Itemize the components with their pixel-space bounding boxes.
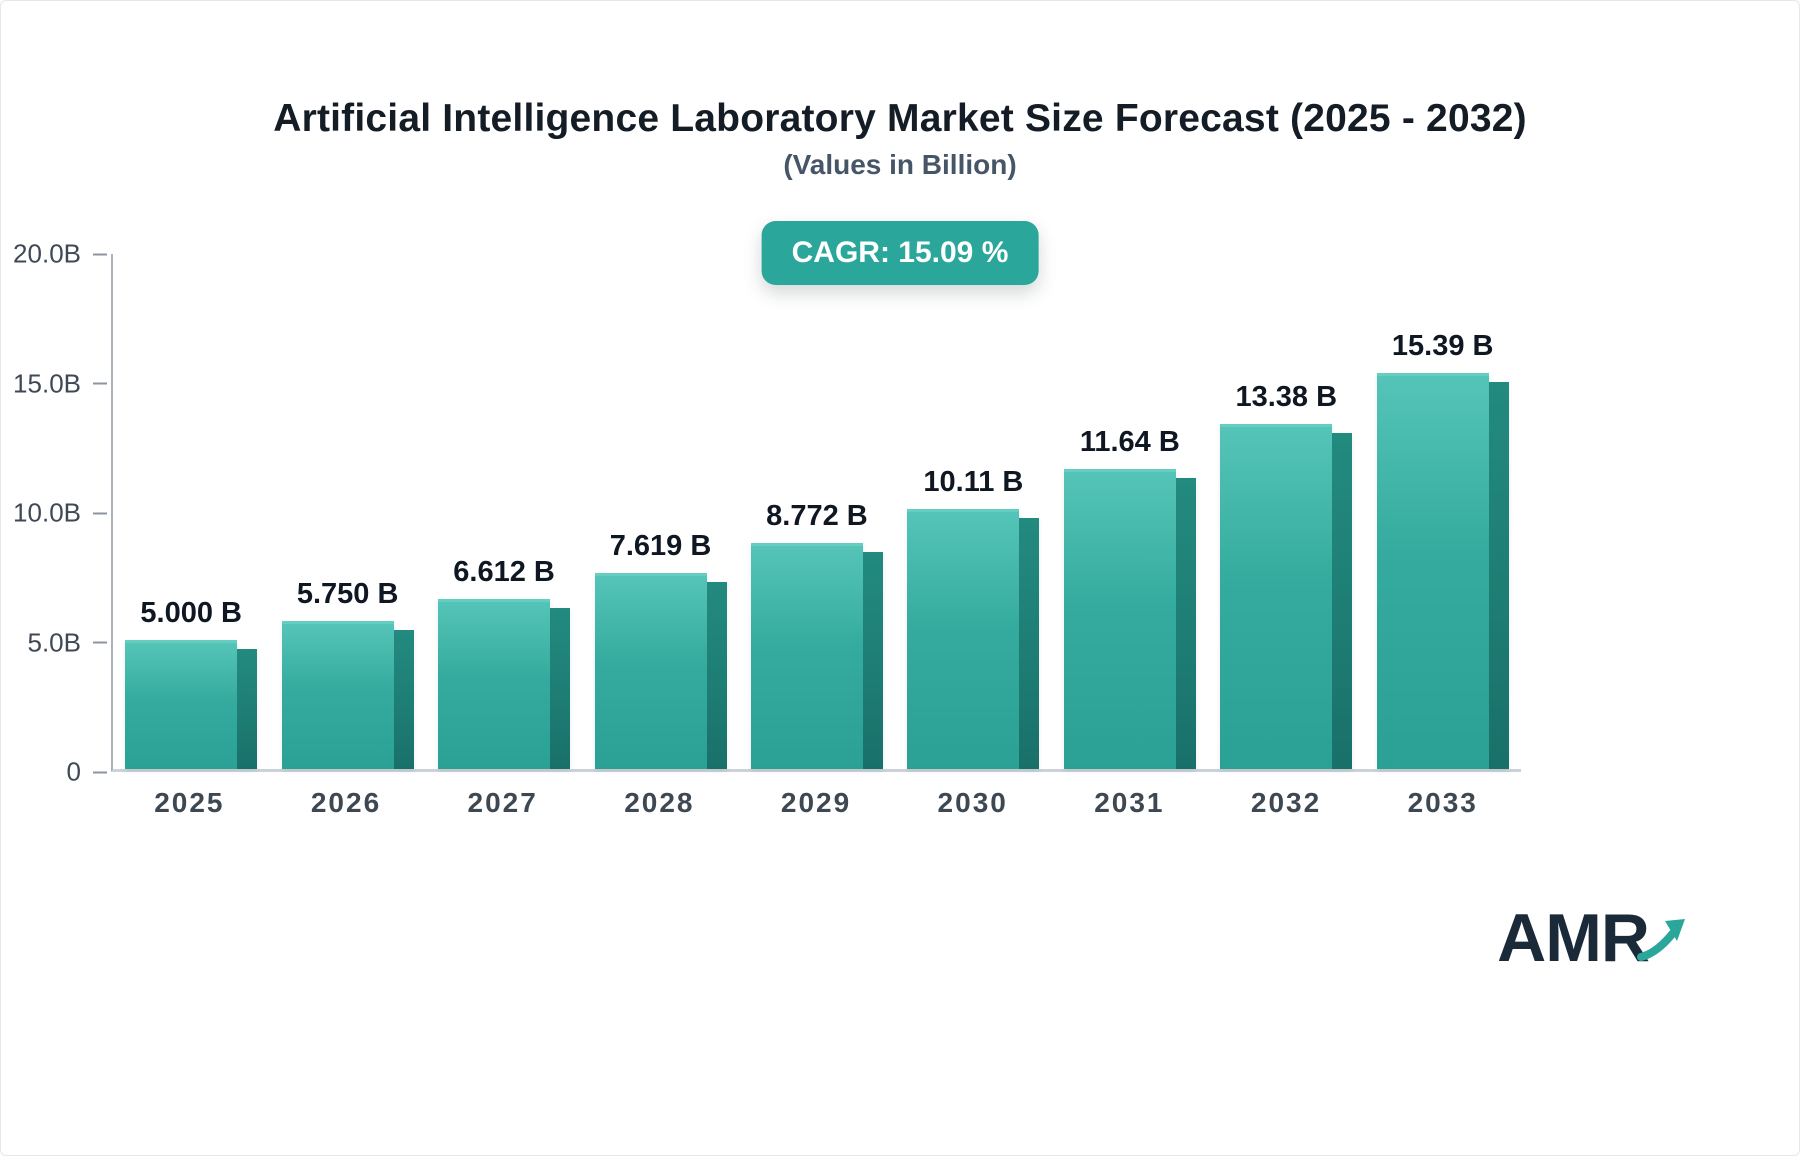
bar-side-shade <box>1175 478 1196 769</box>
bar-group: 10.11 B <box>895 254 1051 769</box>
bar-side-shade <box>1488 381 1509 769</box>
y-tick-label: 5.0B <box>27 627 82 657</box>
bar-side-shade <box>1332 433 1353 769</box>
y-tick-label: 10.0B <box>13 497 81 528</box>
bar-face <box>1063 469 1176 769</box>
y-tick: 0 <box>67 757 113 788</box>
cagr-badge: CAGR: 15.09 % <box>761 221 1039 285</box>
bar-face <box>594 572 707 769</box>
bar <box>281 620 414 769</box>
bar-value-label: 10.11 B <box>923 465 1024 498</box>
bar-side-shade <box>393 629 414 769</box>
bar-group: 5.750 B <box>269 254 425 769</box>
bar-group: 13.38 B <box>1208 254 1364 769</box>
bar <box>1063 469 1196 769</box>
amr-logo-arrow-icon <box>1637 919 1685 961</box>
y-tick-label: 20.0B <box>13 238 81 269</box>
bar <box>1220 424 1353 769</box>
bar-face <box>1376 372 1489 769</box>
bar-group: 5.000 B <box>113 254 269 769</box>
chart-title: Artificial Intelligence Laboratory Marke… <box>273 97 1527 140</box>
y-tick: 20.0B <box>13 239 113 270</box>
bar-face <box>750 543 863 769</box>
bar-face <box>907 508 1020 769</box>
bar-side-shade <box>550 607 571 769</box>
bar-value-label: 5.750 B <box>296 577 399 610</box>
y-tick-mark <box>93 641 107 644</box>
x-axis-label: 2033 <box>1407 787 1478 818</box>
x-axis-label: 2029 <box>780 787 852 818</box>
bars-container: 5.000 B 5.750 B 6.612 B 7.619 B 8.772 B 10.11… <box>113 254 1521 769</box>
bar <box>907 508 1040 769</box>
amr-logo: AMR <box>1497 899 1691 977</box>
bar-face <box>1220 424 1333 769</box>
y-tick-mark <box>93 253 107 255</box>
y-tick: 15.0B <box>13 368 113 399</box>
x-axis-label: 2028 <box>624 787 695 818</box>
bar-chart: 5.000 B 5.750 B 6.612 B 7.619 B 8.772 B 10.11… <box>1 239 1799 874</box>
bar-group: 7.619 B <box>582 254 738 769</box>
bar-value-label: 8.772 B <box>766 500 868 533</box>
y-tick: 5.0B <box>28 627 114 658</box>
bar-value-label: 15.39 B <box>1391 329 1494 362</box>
x-axis-label: 2025 <box>154 787 225 818</box>
bar-group: 6.612 B <box>426 254 582 769</box>
bar-side-shade <box>237 649 258 769</box>
bar-side-shade <box>1019 517 1040 769</box>
amr-logo-text: AMR <box>1497 900 1650 976</box>
x-axis-label: 2026 <box>310 787 382 818</box>
bar <box>750 543 883 769</box>
bar-value-label: 5.000 B <box>140 597 242 630</box>
y-tick-label: 0 <box>66 756 81 787</box>
y-tick-mark <box>93 512 107 514</box>
x-axis-label: 2032 <box>1250 787 1322 818</box>
bar-value-label: 13.38 B <box>1235 381 1338 414</box>
x-axis-label: 2030 <box>937 787 1008 818</box>
bar-value-label: 11.64 B <box>1079 426 1180 459</box>
bar <box>1376 372 1509 769</box>
x-axis-labels: 2025 2026 2027 2028 2029 2030 2031 2032 2033 <box>111 787 1521 819</box>
chart-subtitle: (Values in Billion) <box>783 149 1017 180</box>
x-axis-label: 2031 <box>1094 787 1165 818</box>
bar-face <box>438 598 551 769</box>
bar-group: 8.772 B <box>739 254 895 769</box>
plot-area: 5.000 B 5.750 B 6.612 B 7.619 B 8.772 B 10.11… <box>13 239 1521 787</box>
bar-face <box>281 620 394 769</box>
y-tick-label: 15.0B <box>13 368 81 398</box>
bar <box>594 572 727 769</box>
bar <box>438 598 571 769</box>
bar-side-shade <box>862 552 883 769</box>
y-tick: 10.0B <box>13 498 113 529</box>
bar-group: 11.64 B <box>1052 254 1208 769</box>
bar-group: 15.39 B <box>1365 254 1521 769</box>
bar <box>125 640 258 769</box>
bar-side-shade <box>706 581 727 769</box>
y-tick-mark <box>93 771 107 773</box>
x-axis-label: 2027 <box>467 787 538 818</box>
bar-value-label: 6.612 B <box>453 555 555 588</box>
bar-face <box>125 640 238 769</box>
y-tick-mark <box>93 382 107 385</box>
bar-value-label: 7.619 B <box>609 529 712 562</box>
